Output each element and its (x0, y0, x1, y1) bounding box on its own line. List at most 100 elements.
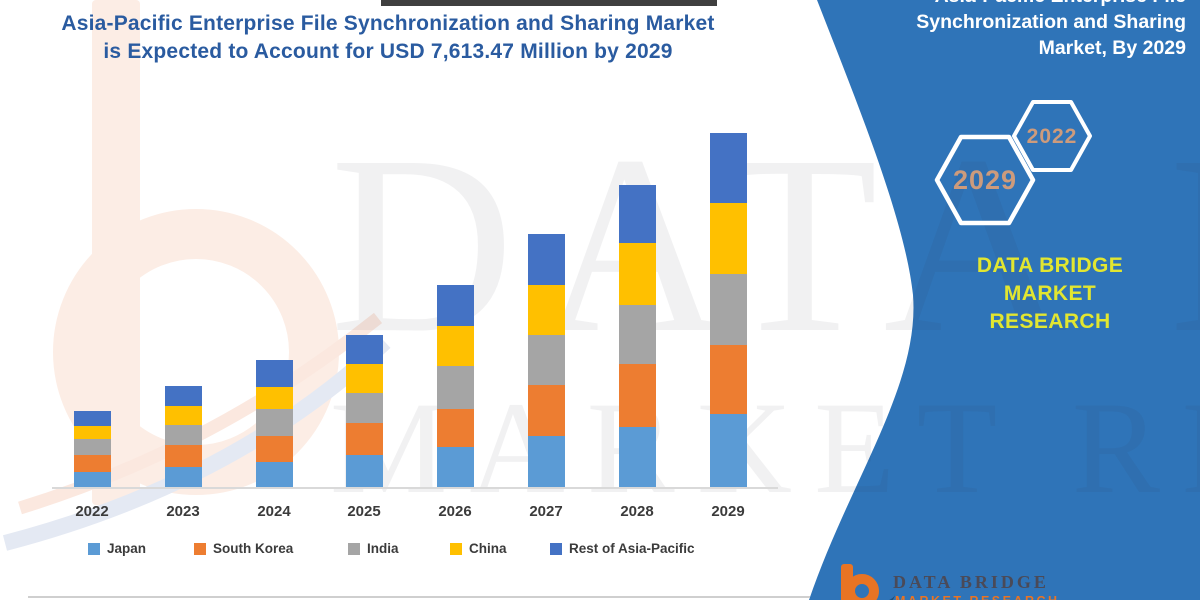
segment-japan-2026 (436, 447, 474, 487)
segment-south-korea-2024 (255, 436, 293, 462)
bar-2022 (73, 411, 111, 487)
x-label-2028: 2028 (620, 503, 654, 520)
footer-logo-name: DATA BRIDGE (893, 572, 1049, 592)
panel-headline-cutoff-line: Asia-Pacific Enterprise File (826, 0, 1186, 9)
top-crop-artifact (381, 0, 717, 6)
x-label-2022: 2022 (75, 503, 109, 520)
segment-india-2024 (255, 409, 293, 437)
bar-2026 (436, 285, 474, 487)
segment-china-2026 (436, 326, 474, 367)
footer-logo-b-stem (841, 564, 853, 600)
side-panel-curve (809, 0, 1200, 600)
segment-china-2027 (527, 285, 565, 335)
legend-item-rest-of-asia-pacific: Rest of Asia-Pacific (550, 541, 695, 556)
x-label-2029: 2029 (711, 503, 745, 520)
x-label-2023: 2023 (166, 503, 200, 520)
segment-rest-of-asia-pacific-2027 (527, 234, 565, 286)
segment-india-2028 (618, 304, 656, 365)
bar-2024 (255, 360, 293, 487)
segment-rest-of-asia-pacific-2029 (709, 133, 747, 203)
segment-japan-2022 (73, 471, 111, 487)
segment-india-2026 (436, 366, 474, 409)
segment-south-korea-2027 (527, 384, 565, 437)
segment-china-2028 (618, 243, 656, 305)
segment-south-korea-2025 (345, 423, 383, 456)
legend-item-japan: Japan (88, 541, 146, 556)
bar-2027 (527, 234, 565, 487)
segment-south-korea-2028 (618, 364, 656, 427)
segment-japan-2023 (164, 466, 202, 487)
bar-2029 (709, 133, 747, 487)
segment-india-2023 (164, 424, 202, 445)
segment-rest-of-asia-pacific-2023 (164, 386, 202, 407)
chart-title-line2: is Expected to Account for USD 7,613.47 … (103, 40, 673, 63)
bar-2025 (345, 335, 383, 487)
chart-title-line1: Asia-Pacific Enterprise File Synchroniza… (61, 12, 715, 35)
legend-swatch-south-korea (194, 542, 206, 555)
segment-china-2022 (73, 425, 111, 440)
panel-brand-line1: DATA BRIDGE MARKET (976, 254, 1124, 305)
bottom-edge-artifact (28, 596, 810, 598)
bar-2023 (164, 386, 202, 487)
segment-china-2025 (345, 364, 383, 394)
segment-china-2023 (164, 406, 202, 425)
hexagon-2022-label: 2022 (1026, 125, 1078, 148)
chart-legend: Japan South Korea India China Rest of Asia-P… (0, 541, 810, 561)
panel-headline-line1: Synchronization and Sharing (916, 11, 1186, 33)
legend-item-india: India (348, 541, 399, 556)
segment-china-2029 (709, 202, 747, 275)
watermark-swoosh-peach (18, 312, 383, 515)
segment-india-2025 (345, 393, 383, 424)
segment-japan-2024 (255, 461, 293, 487)
segment-japan-2025 (345, 455, 383, 487)
chart-title: Asia-Pacific Enterprise File Synchroniza… (32, 10, 744, 66)
segment-india-2022 (73, 439, 111, 456)
legend-label-china: China (469, 541, 507, 556)
x-axis-labels: 2022 2023 2024 2025 2026 2027 2028 2029 (0, 503, 810, 523)
segment-rest-of-asia-pacific-2028 (618, 185, 656, 244)
hexagon-2029-label: 2029 (952, 165, 1018, 195)
x-axis-line (52, 487, 778, 489)
hexagon-2029 (934, 134, 1036, 226)
legend-swatch-india (348, 542, 360, 555)
hexagon-2022 (1012, 100, 1092, 172)
x-label-2027: 2027 (529, 503, 563, 520)
legend-swatch-china (450, 542, 462, 555)
legend-swatch-japan (88, 542, 100, 555)
watermark-swoosh-blue (2, 336, 391, 551)
segment-rest-of-asia-pacific-2025 (345, 335, 383, 365)
segment-south-korea-2026 (436, 408, 474, 447)
x-label-2025: 2025 (347, 503, 381, 520)
panel-headline: Asia-Pacific Enterprise File Synchroniza… (826, 0, 1186, 61)
panel-headline-line2: Market, By 2029 (1038, 37, 1186, 59)
bar-2028 (618, 185, 656, 487)
data-bridge-logo-watermark (2, 0, 391, 551)
footer-logo-sub: MARKET RESEARCH (895, 594, 1060, 600)
year-hexagons (934, 100, 1092, 226)
segment-south-korea-2022 (73, 455, 111, 472)
legend-swatch-rest-of-asia-pacific (550, 542, 562, 555)
segment-rest-of-asia-pacific-2024 (255, 360, 293, 388)
legend-label-india: India (367, 541, 399, 556)
panel-brand-text: DATA BRIDGE MARKET RESEARCH (928, 252, 1172, 336)
segment-rest-of-asia-pacific-2022 (73, 411, 111, 426)
legend-item-south-korea: South Korea (194, 541, 293, 556)
legend-label-japan: Japan (107, 541, 147, 556)
stacked-bar-chart: 2022 2023 2024 2025 2026 2027 2028 2029 Japan So… (0, 133, 810, 561)
segment-india-2029 (709, 274, 747, 346)
segment-rest-of-asia-pacific-2026 (436, 285, 474, 327)
segment-japan-2029 (709, 413, 747, 487)
legend-item-china: China (450, 541, 507, 556)
segment-south-korea-2023 (164, 444, 202, 467)
footer-logo: DATA BRIDGE MARKET RESEARCH (831, 550, 1175, 600)
legend-label-south-korea: South Korea (213, 541, 294, 556)
x-label-2024: 2024 (257, 503, 291, 520)
x-label-2026: 2026 (438, 503, 472, 520)
segment-india-2027 (527, 334, 565, 385)
segment-japan-2028 (618, 426, 656, 487)
segment-china-2024 (255, 387, 293, 410)
panel-brand-line2: RESEARCH (989, 310, 1111, 333)
segment-japan-2027 (527, 436, 565, 487)
